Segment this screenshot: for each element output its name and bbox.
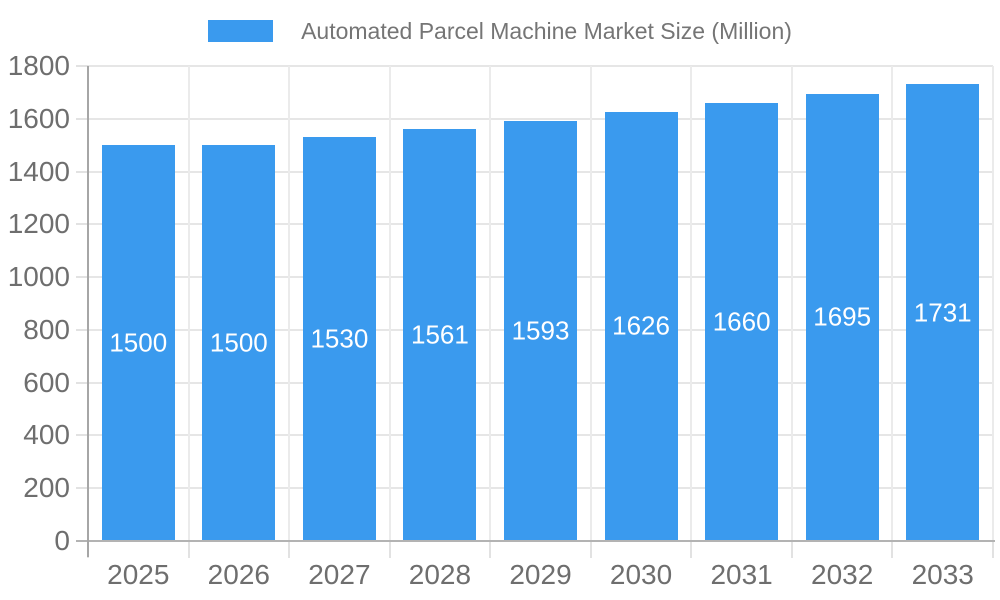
vertical-gridline: [288, 66, 291, 541]
y-axis-tick: [76, 170, 88, 173]
x-axis-label: 2032: [811, 559, 874, 590]
y-axis-label: 1000: [7, 261, 70, 293]
x-axis-label: 2027: [308, 559, 371, 590]
y-axis-label: 1800: [7, 50, 70, 81]
vertical-gridline: [690, 66, 693, 541]
vertical-gridline: [187, 66, 190, 541]
bar-value-label: 1500: [109, 327, 168, 358]
y-axis-tick: [76, 117, 88, 120]
x-axis-tick: [288, 541, 291, 558]
bar-value-label: 1626: [612, 310, 670, 341]
bar-value-label: 1731: [913, 297, 972, 328]
x-axis-label: 2031: [710, 559, 773, 590]
x-axis-label: 2033: [911, 559, 974, 590]
y-axis-label: 1600: [7, 102, 70, 134]
bar: [504, 120, 577, 541]
x-axis-label: 2025: [107, 559, 170, 590]
x-axis-tick: [690, 541, 693, 558]
bar: [604, 111, 678, 541]
legend-label: Automated Parcel Machine Market Size (Mi…: [301, 17, 792, 44]
y-axis-tick: [76, 434, 88, 437]
y-axis-tick: [76, 381, 88, 384]
x-axis-tick: [891, 541, 894, 558]
vertical-gridline: [891, 66, 894, 541]
bar-value-label: 1530: [310, 323, 369, 354]
bar: [403, 129, 477, 541]
vertical-gridline: [589, 66, 592, 541]
x-axis-label: 2029: [509, 559, 572, 590]
bar: [302, 137, 376, 541]
x-axis-tick: [992, 541, 994, 558]
horizontal-gridline: [88, 65, 993, 67]
x-axis-label: 2028: [408, 559, 472, 590]
x-axis-tick: [589, 541, 592, 558]
x-axis-tick: [388, 541, 391, 558]
bar: [202, 145, 276, 541]
vertical-gridline: [388, 66, 391, 541]
x-axis-label: 2026: [207, 559, 270, 590]
x-axis-label: 2030: [609, 559, 673, 590]
y-axis-label: 400: [23, 419, 70, 451]
bar-value-label: 1561: [411, 319, 469, 350]
y-axis-label: 1200: [7, 208, 70, 240]
y-axis-label: 0: [54, 525, 70, 556]
bar-value-label: 1593: [511, 315, 570, 346]
vertical-gridline: [790, 66, 793, 541]
y-axis-tick: [76, 65, 88, 67]
vertical-gridline: [992, 66, 994, 541]
y-axis-label: 800: [23, 313, 70, 345]
x-axis-tick: [790, 541, 793, 558]
bar-value-label: 1500: [209, 327, 268, 358]
legend[interactable]: Automated Parcel Machine Market Size (Mi…: [0, 0, 1000, 62]
y-axis-label: 1400: [7, 155, 70, 187]
x-axis-tick: [489, 541, 492, 558]
bar: [906, 84, 980, 541]
bar: [101, 145, 175, 541]
bar-value-label: 1660: [712, 306, 771, 337]
x-axis-tick: [187, 541, 190, 558]
bar: [705, 102, 779, 541]
x-axis-line: [76, 540, 995, 542]
y-axis-tick: [76, 223, 88, 226]
y-axis-tick: [76, 328, 88, 331]
y-axis-line: [87, 66, 89, 557]
vertical-gridline: [489, 66, 492, 541]
y-axis-label: 200: [23, 472, 70, 504]
bar: [805, 93, 879, 541]
legend-swatch-icon: [208, 20, 274, 42]
horizontal-gridline: [88, 117, 993, 120]
y-axis-tick: [76, 487, 88, 490]
y-axis-tick: [76, 276, 88, 279]
bar-value-label: 1695: [813, 301, 872, 332]
y-axis-label: 600: [23, 366, 70, 398]
